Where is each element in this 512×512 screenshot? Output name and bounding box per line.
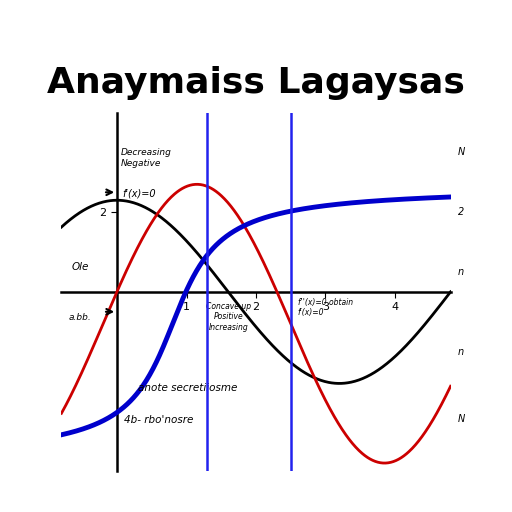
Text: N: N — [458, 414, 465, 424]
Text: 4b- rbo'nosre: 4b- rbo'nosre — [124, 415, 194, 425]
Text: n: n — [458, 267, 464, 277]
Text: anote secretiiosme: anote secretiiosme — [138, 383, 237, 393]
Title: Anaymaiss Lagaysas: Anaymaiss Lagaysas — [47, 66, 465, 100]
Text: Decreasing
Negative: Decreasing Negative — [120, 148, 172, 168]
Text: f'(x)=0: f'(x)=0 — [122, 188, 156, 198]
Text: n: n — [458, 347, 464, 356]
Text: 2: 2 — [458, 207, 464, 217]
Text: Ole: Ole — [72, 262, 89, 272]
Text: Concave up
Positive
Increasing: Concave up Positive Increasing — [206, 302, 251, 332]
Text: f''(x)=0 obtain
f'(x)=0: f''(x)=0 obtain f'(x)=0 — [297, 298, 353, 317]
Text: N: N — [458, 147, 465, 158]
Text: a.bb.: a.bb. — [69, 313, 91, 322]
